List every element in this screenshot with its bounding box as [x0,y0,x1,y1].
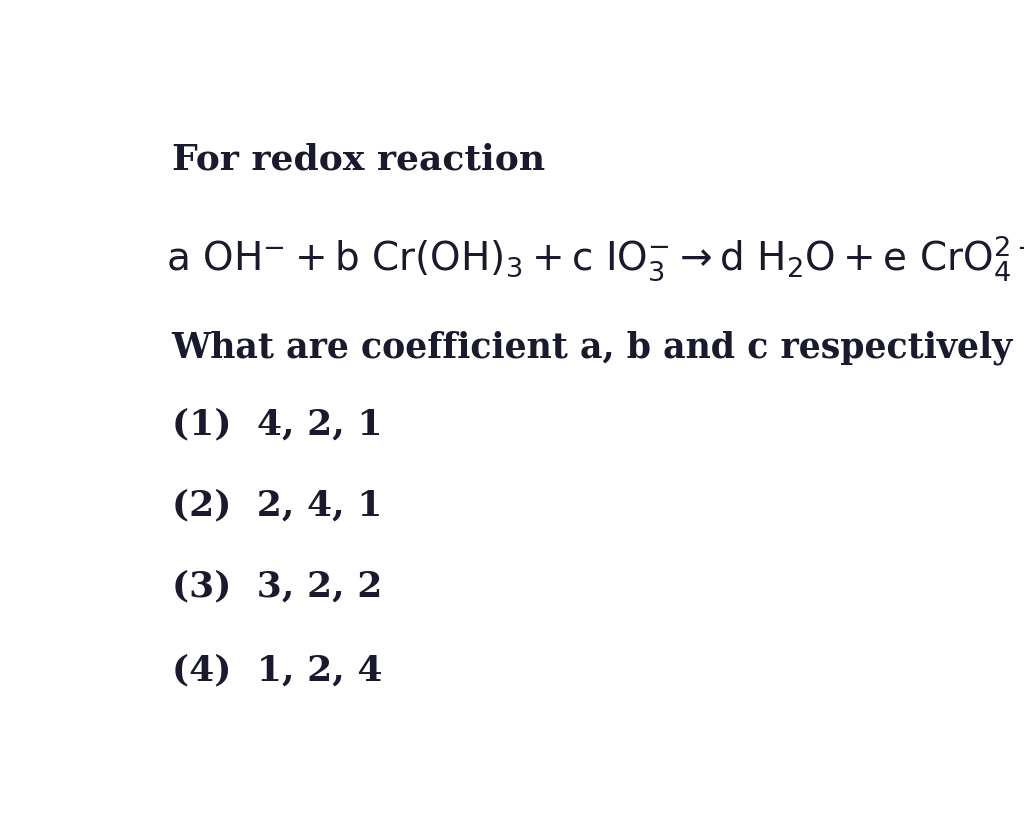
Text: What are coefficient a, b and c respectively ?: What are coefficient a, b and c respecti… [172,330,1024,364]
Text: For redox reaction: For redox reaction [172,143,545,177]
Text: (4)  1, 2, 4: (4) 1, 2, 4 [172,653,382,687]
Text: (3)  3, 2, 2: (3) 3, 2, 2 [172,569,382,603]
Text: (1)  4, 2, 1: (1) 4, 2, 1 [172,408,382,441]
Text: $\rm a\ OH^{-}+b\ Cr(OH)_{3}+c\ IO_{3}^{-}\rightarrow d\ H_{2}O+e\ CrO_{4}^{2-}+: $\rm a\ OH^{-}+b\ Cr(OH)_{3}+c\ IO_{3}^{… [166,233,1024,283]
Text: (2)  2, 4, 1: (2) 2, 4, 1 [172,488,382,523]
